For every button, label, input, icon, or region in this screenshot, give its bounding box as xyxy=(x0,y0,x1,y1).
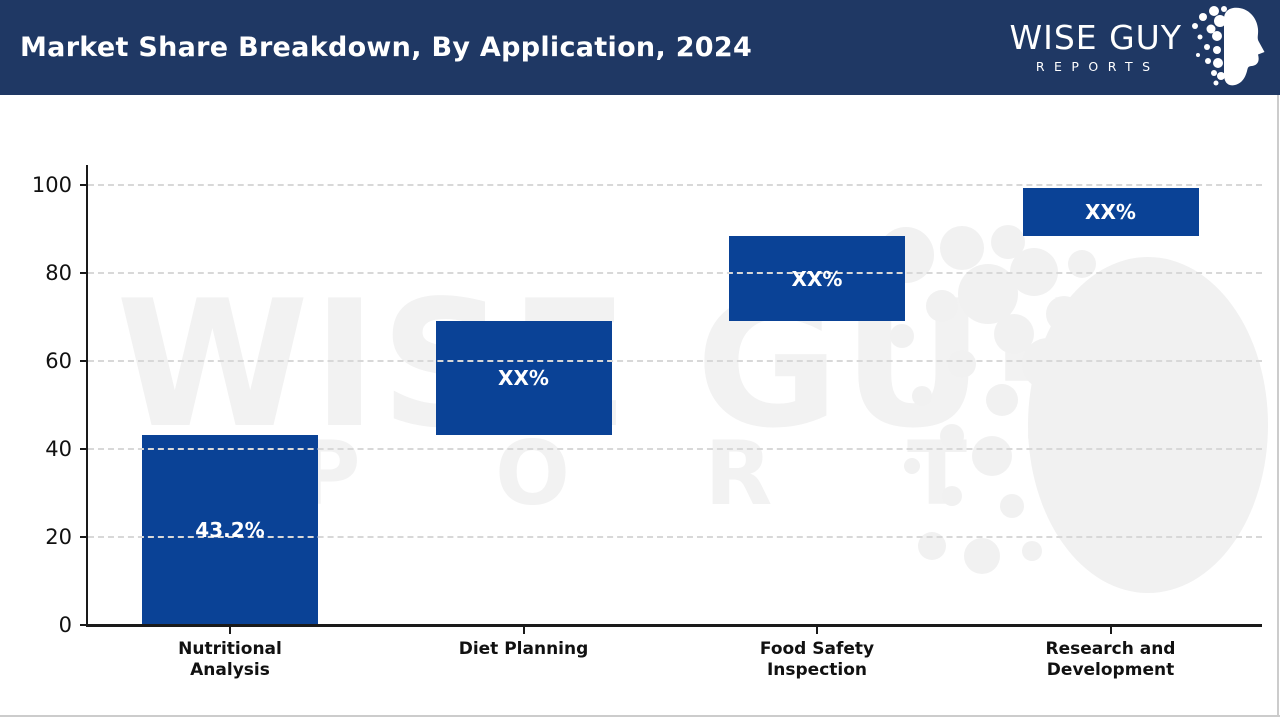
y-tick-mark xyxy=(80,360,88,362)
x-tick-mark xyxy=(522,627,525,634)
bar-diet-planning xyxy=(435,321,612,435)
wise-guy-face-icon xyxy=(1186,2,1266,94)
x-category-label: Research and Development xyxy=(1001,639,1221,681)
y-tick-label: 100 xyxy=(31,173,72,197)
gridline-y60 xyxy=(88,360,1262,362)
bar-value-label: XX% xyxy=(498,366,549,391)
chart-title: Market Share Breakdown, By Application, … xyxy=(20,32,753,63)
x-category-label-line: Analysis xyxy=(190,660,270,680)
bar-value-label: XX% xyxy=(1085,200,1136,225)
bar-value-label: 43.2% xyxy=(195,517,265,542)
x-category-label-line: Diet Planning xyxy=(458,639,589,659)
y-tick-mark xyxy=(80,536,88,538)
x-tick-mark xyxy=(1109,627,1112,634)
watermark-face-icon xyxy=(858,210,1268,599)
y-tick-mark xyxy=(80,272,88,274)
x-category-label: Nutritional Analysis xyxy=(120,639,340,681)
page-bottom-divider xyxy=(0,715,1280,717)
y-tick-label: 40 xyxy=(45,437,72,461)
x-category-label-line: Research and xyxy=(1045,639,1176,659)
y-axis-line xyxy=(86,165,88,627)
y-tick-label: 0 xyxy=(58,613,72,637)
x-axis-line xyxy=(86,624,1262,627)
bar-research-and-development xyxy=(1022,187,1199,237)
gridline-y40 xyxy=(88,448,1262,450)
bar-food-safety-inspection xyxy=(729,236,905,322)
x-category-label: Food Safety Inspection xyxy=(707,639,927,681)
brand-name: WISE GUY xyxy=(1009,18,1182,58)
bar-value-label: XX% xyxy=(791,266,843,291)
y-tick-label: 20 xyxy=(45,525,72,549)
y-tick-mark xyxy=(80,448,88,450)
gridline-y100 xyxy=(88,184,1262,186)
x-category-label-line: Food Safety xyxy=(759,639,875,659)
x-tick-mark xyxy=(816,627,818,634)
x-category-label-line: Development xyxy=(1046,660,1175,680)
bar-nutritional-analysis xyxy=(142,434,318,625)
gridline-y20 xyxy=(88,536,1262,538)
brand-subtitle: REPORTS xyxy=(1035,58,1160,74)
x-category-label: Diet Planning xyxy=(414,639,634,660)
x-tick-mark xyxy=(229,627,231,634)
y-tick-label: 80 xyxy=(45,261,72,285)
gridline-y80 xyxy=(88,272,1262,274)
x-category-label-line: Nutritional xyxy=(178,639,282,659)
page-right-divider xyxy=(1277,95,1279,717)
y-tick-label: 60 xyxy=(45,349,72,373)
brand-logo: WISE GUY REPORTS xyxy=(1009,2,1266,94)
header-bar: Market Share Breakdown, By Application, … xyxy=(0,0,1280,95)
x-category-label-line: Inspection xyxy=(766,660,868,680)
y-tick-mark xyxy=(80,184,88,186)
brand-text: WISE GUY REPORTS xyxy=(1009,21,1182,74)
y-tick-mark xyxy=(80,624,88,626)
